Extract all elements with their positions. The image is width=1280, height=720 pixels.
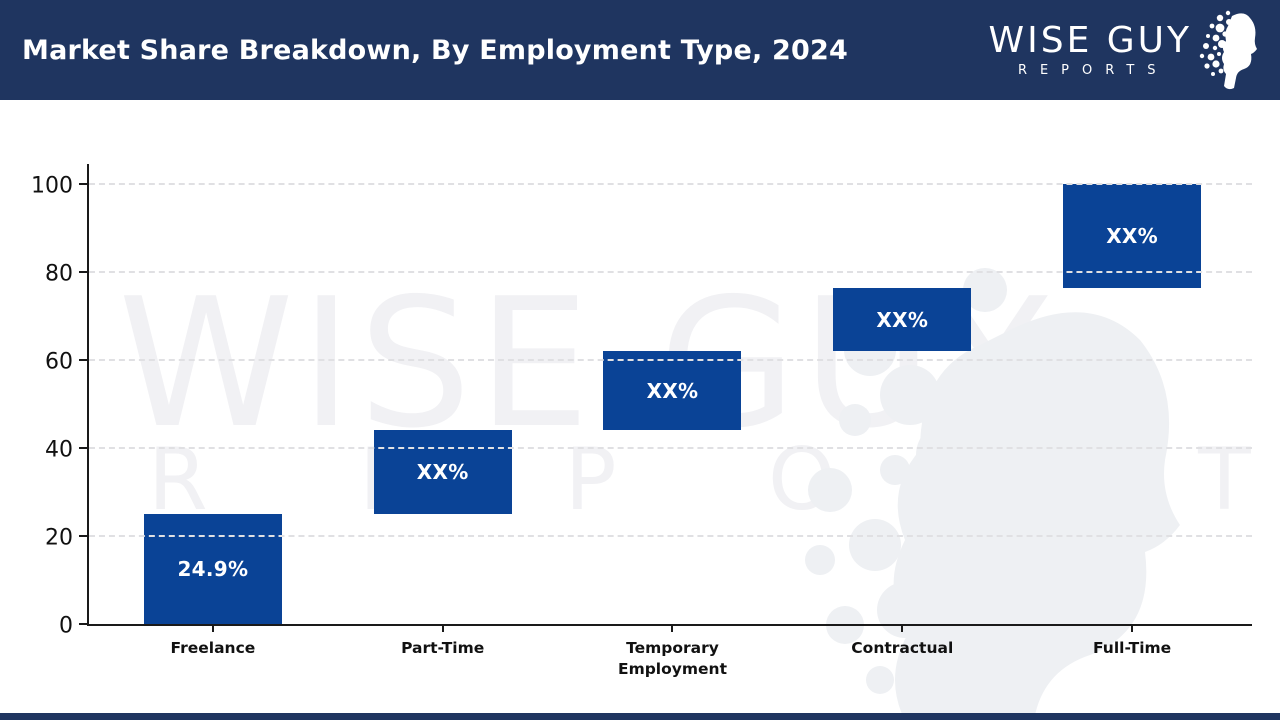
x-axis-label-freelance: Freelance	[170, 639, 256, 657]
y-tick-label-60: 60	[45, 349, 73, 375]
bar-temporary-employment: XX%	[603, 351, 742, 431]
x-tick-mark	[211, 624, 214, 632]
head-profile-icon	[1199, 10, 1257, 90]
y-tick-mark-0	[79, 623, 87, 625]
footer-strip	[0, 713, 1280, 720]
bar-full-time: XX%	[1063, 184, 1202, 289]
x-axis-label-temporary-employment: Temporary Employment	[617, 639, 727, 678]
y-tick-mark-60	[79, 359, 87, 361]
bar-part-time: XX%	[373, 430, 512, 515]
slot-contractual: XX% Contractual	[787, 164, 1017, 657]
gridline-20	[89, 535, 1252, 537]
x-axis-label-contractual: Contractual	[851, 639, 954, 657]
logo-subtitle: REPORTS	[1017, 62, 1169, 78]
slot-full-time: XX% Full-Time	[1017, 164, 1247, 657]
y-tick-label-0: 0	[59, 613, 73, 639]
bar-value-label: XX%	[1106, 224, 1158, 249]
slot-temporary-employment: XX% Temporary Employment	[558, 164, 788, 678]
chart-area: WISE GUY R E P O R T S 24.9%FreelanceXX%…	[0, 100, 1280, 713]
y-tick-label-40: 40	[45, 437, 73, 463]
page-title: Market Share Breakdown, By Employment Ty…	[22, 34, 848, 66]
x-tick-mark	[1131, 624, 1134, 632]
bar-freelance: 24.9%	[143, 514, 282, 624]
header-bar: Market Share Breakdown, By Employment Ty…	[0, 0, 1280, 100]
gridline-40	[89, 447, 1252, 449]
bar-value-label: XX%	[876, 307, 929, 332]
bar-value-label: XX%	[416, 460, 469, 485]
slot-freelance: 24.9% Freelance	[98, 164, 328, 657]
bars-layer: 24.9% Freelance XX% Part-Time XX% Temporary E…	[98, 164, 1247, 678]
y-tick-mark-80	[79, 271, 87, 273]
y-tick-label-80: 80	[45, 261, 73, 287]
bar-contractual: XX%	[833, 288, 972, 352]
y-tick-label-20: 20	[45, 525, 73, 551]
gridline-100	[89, 183, 1252, 185]
slot-part-time: XX% Part-Time	[328, 164, 558, 657]
y-tick-mark-40	[79, 447, 87, 449]
x-tick-mark	[671, 624, 674, 632]
x-tick-mark	[441, 624, 444, 632]
y-tick-mark-20	[79, 535, 87, 537]
bar-value-label: 24.9%	[177, 557, 249, 582]
wise-guy-logo: WISE GUY REPORTS	[989, 8, 1261, 92]
gridline-80	[89, 271, 1252, 273]
plot-area: 24.9% Freelance XX% Part-Time XX% Temporary E…	[31, 164, 1252, 678]
x-axis-label-part-time: Part-Time	[401, 639, 485, 657]
x-tick-mark	[901, 624, 904, 632]
y-tick-label-100: 100	[31, 173, 73, 199]
x-axis-label-full-time: Full-Time	[1092, 639, 1172, 657]
logo-wordmark: WISE GUY	[988, 19, 1192, 61]
gridline-60	[89, 359, 1252, 361]
y-tick-mark-100	[79, 183, 87, 185]
bar-value-label: XX%	[646, 378, 699, 403]
logo-text: WISE GUY REPORTS	[988, 19, 1193, 78]
